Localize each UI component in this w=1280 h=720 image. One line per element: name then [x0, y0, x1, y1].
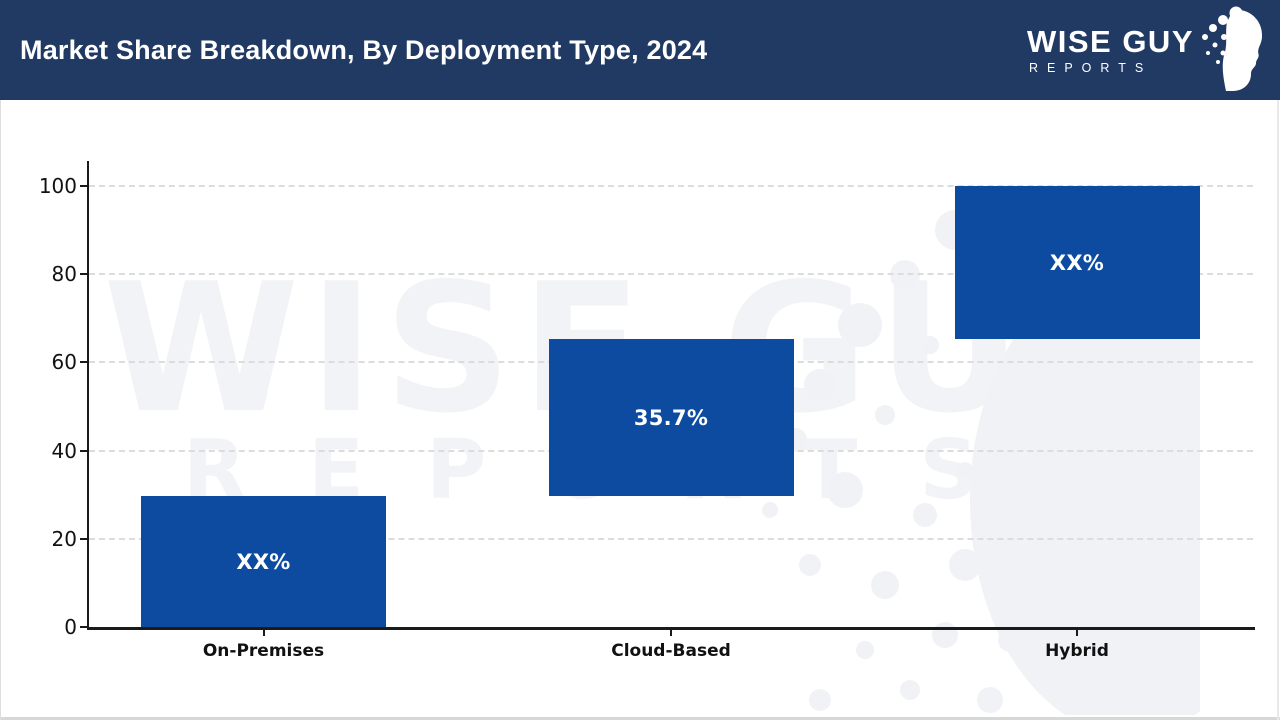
chart-title: Market Share Breakdown, By Deployment Ty…	[20, 34, 708, 65]
y-tick-label-0: 0	[64, 615, 77, 639]
y-tick-label-40: 40	[51, 438, 77, 463]
y-tick-mark-80	[80, 273, 89, 276]
y-tick-label-60: 60	[51, 350, 77, 375]
y-axis-line	[87, 161, 89, 629]
gridline-100	[89, 185, 1253, 187]
wiseguy-logo: WISE GUY REPORTS	[1027, 4, 1266, 96]
x-tick-mark-0	[262, 629, 265, 636]
x-tick-mark-2	[1076, 629, 1078, 636]
x-category-label-2: Hybrid	[1045, 641, 1109, 661]
y-tick-mark-40	[80, 449, 89, 452]
gridline-80	[89, 273, 1253, 276]
x-category-label-0: On-Premises	[202, 641, 325, 661]
bar-value-label: XX%	[236, 549, 291, 574]
x-axis-line	[87, 627, 1255, 630]
right-edge-line	[1277, 100, 1279, 720]
gridline-20	[89, 537, 1253, 540]
left-edge-line	[0, 100, 1, 720]
bar-value-label: 35.7%	[633, 405, 709, 430]
y-tick-label-80: 80	[51, 262, 77, 287]
logo-text: WISE GUY REPORTS	[1027, 26, 1194, 75]
bottom-edge-line	[0, 717, 1280, 720]
bar-cloud-based: 35.7%	[548, 339, 794, 497]
y-tick-mark-0	[80, 626, 89, 628]
y-tick-label-20: 20	[51, 526, 77, 551]
bar-value-label: XX%	[1049, 250, 1105, 275]
y-tick-mark-100	[80, 185, 89, 187]
y-tick-mark-60	[80, 361, 89, 364]
x-tick-mark-1	[670, 629, 672, 636]
bar-on-premises: XX%	[141, 496, 386, 627]
y-tick-label-100: 100	[38, 174, 77, 198]
logo-subtitle: REPORTS	[1028, 60, 1153, 75]
y-tick-mark-20	[80, 537, 89, 540]
logo-face-icon	[1196, 4, 1266, 96]
bar-hybrid: XX%	[954, 186, 1200, 340]
header-bar: Market Share Breakdown, By Deployment Ty…	[0, 0, 1280, 100]
x-category-label-1: Cloud-Based	[611, 641, 731, 661]
chart-canvas: WISE GUY REPORTS 020406080100XX%On-Premi…	[0, 100, 1280, 720]
logo-wordmark: WISE GUY	[1026, 23, 1194, 59]
